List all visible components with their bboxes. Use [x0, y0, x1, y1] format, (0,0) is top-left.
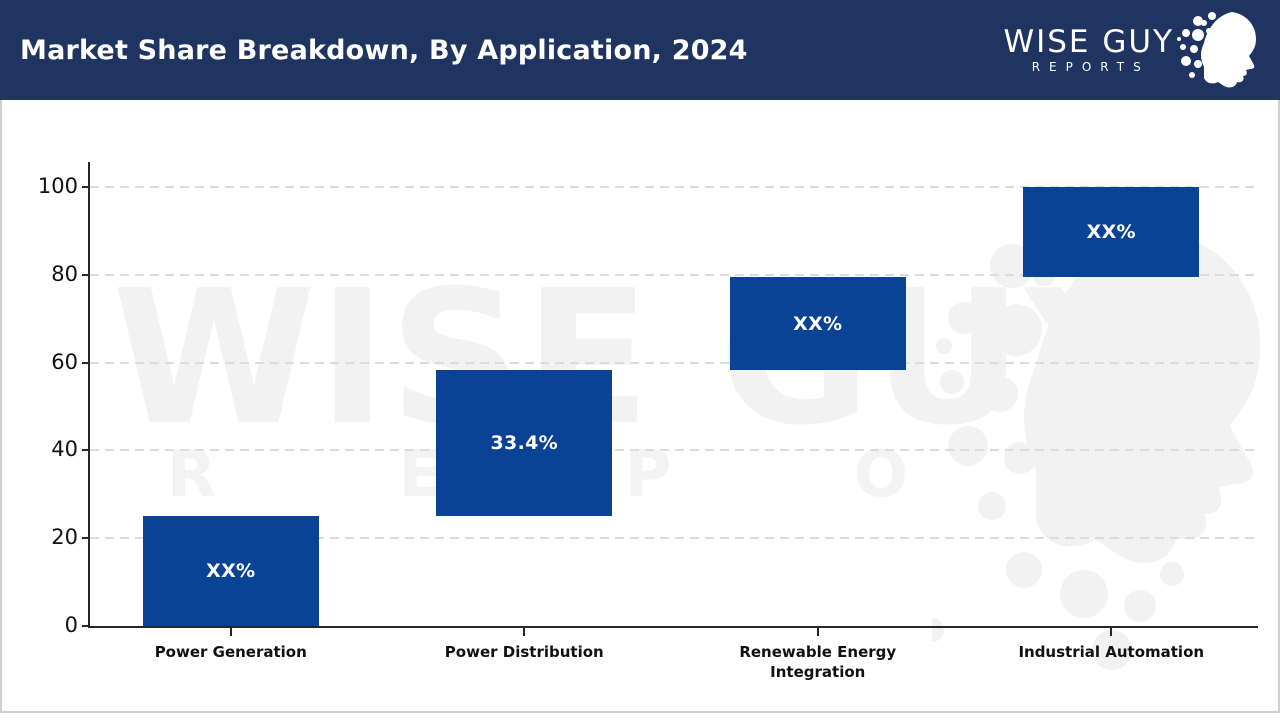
bar-power-distribution: 33.4%: [436, 369, 613, 517]
category-label: Renewable Energy Integration: [739, 643, 897, 682]
gridline-40: [90, 449, 1258, 452]
brand-head-icon: [1177, 12, 1256, 88]
gridline-60: [90, 361, 1258, 364]
y-tick-40: [82, 449, 90, 452]
gridline-100: [90, 186, 1258, 188]
y-tick-60: [82, 361, 90, 364]
brand-subname: REPORTS: [1031, 60, 1150, 75]
watermark-head-icon: [932, 226, 1261, 670]
y-tick-20: [82, 537, 90, 540]
bar-renewable-energy-integration: XX%: [729, 277, 906, 370]
y-tick-100: [82, 186, 90, 188]
bar-industrial-automation: XX%: [1023, 187, 1200, 278]
brand-logo-text: WISE GUY REPORTS: [1003, 26, 1174, 75]
bar-value-label: XX%: [793, 312, 843, 335]
header-bar: Market Share Breakdown, By Application, …: [0, 0, 1280, 100]
category-label: Power Generation: [154, 643, 307, 661]
category-label: Power Distribution: [444, 643, 604, 661]
chart-panel: WISE GUY R E P O R T S 020406080100XX%Po…: [0, 100, 1280, 713]
bar-value-label: XX%: [206, 560, 256, 583]
watermark-text: WISE GUY: [112, 250, 1161, 466]
gridline-80: [90, 273, 1258, 276]
y-tick-label: 80: [51, 261, 78, 286]
brand-name: WISE GUY: [1003, 23, 1174, 60]
y-tick-label: 40: [51, 437, 78, 462]
y-tick-label: 100: [37, 174, 78, 198]
gridline-20: [90, 537, 1258, 540]
y-tick-label: 0: [64, 613, 78, 637]
y-tick-0: [82, 625, 90, 627]
category-label: Industrial Automation: [1018, 643, 1205, 661]
y-axis-line: [88, 162, 90, 628]
x-tick-0: [229, 628, 232, 636]
x-tick-3: [1110, 628, 1113, 636]
x-tick-2: [816, 628, 819, 636]
bar-power-generation: XX%: [142, 516, 319, 626]
brand-logo: WISE GUY REPORTS: [1003, 9, 1262, 91]
bar-value-label: XX%: [1086, 221, 1136, 244]
y-tick-80: [82, 273, 90, 276]
bar-value-label: 33.4%: [490, 431, 558, 454]
page-title: Market Share Breakdown, By Application, …: [20, 34, 748, 66]
x-tick-1: [523, 628, 526, 636]
y-tick-label: 60: [51, 349, 78, 374]
x-axis-line: [88, 626, 1258, 628]
y-tick-label: 20: [51, 525, 78, 550]
